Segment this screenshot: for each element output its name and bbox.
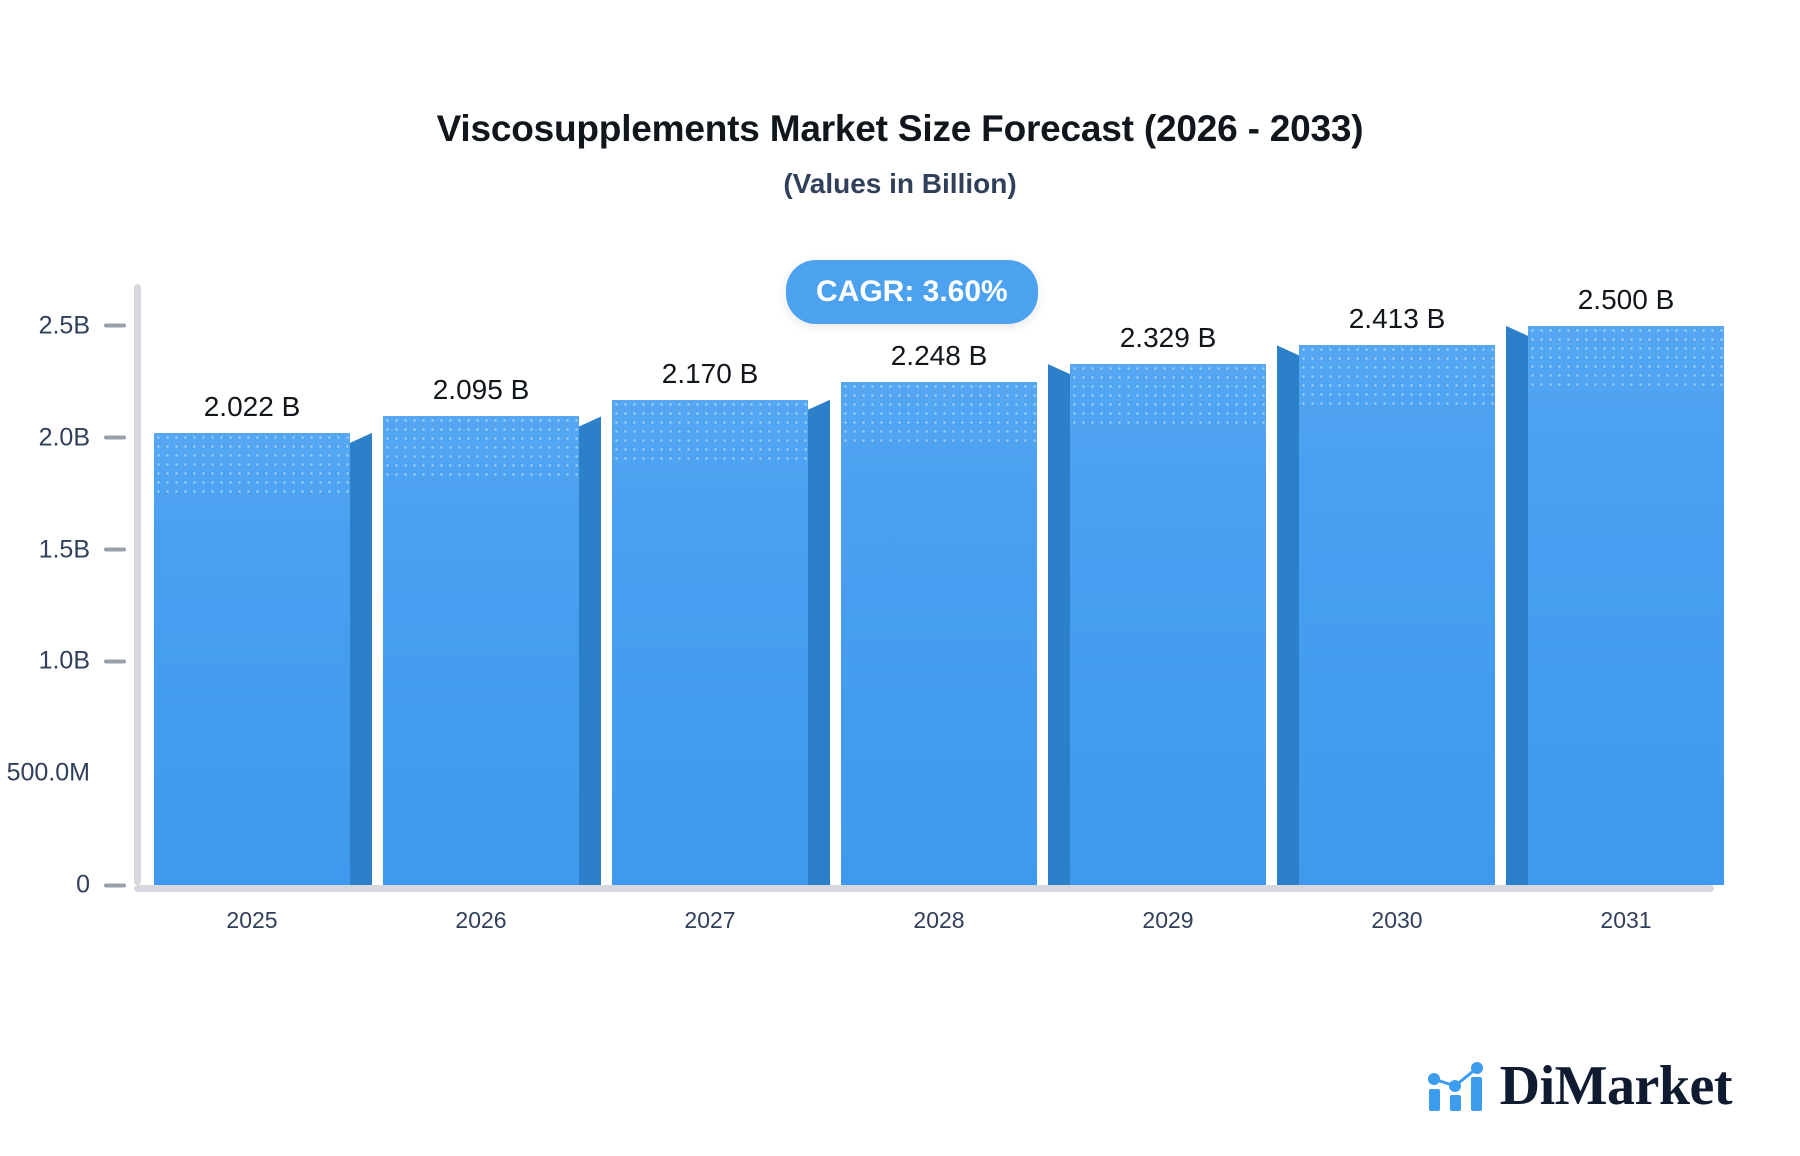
bar[interactable]: 2.022 B bbox=[154, 391, 372, 885]
bar-group: 2026 2.095 B bbox=[383, 374, 601, 933]
bar-group: 2030 2.413 B bbox=[1277, 303, 1495, 933]
x-axis-line bbox=[134, 885, 1714, 892]
bar-front-face bbox=[1528, 325, 1724, 885]
y-axis-tick-label: 1.0B bbox=[38, 646, 90, 675]
x-axis-tick-label: 2029 bbox=[1142, 907, 1194, 933]
x-axis-tick-label: 2027 bbox=[684, 907, 736, 933]
y-axis-tick: 1.0B bbox=[39, 647, 126, 676]
bar-value-label: 2.500 B bbox=[1577, 283, 1675, 315]
chart-subtitle: (Values in Billion) bbox=[783, 168, 1017, 199]
bar-front-face bbox=[154, 432, 350, 885]
bar-value-label: 2.022 B bbox=[203, 390, 301, 422]
bar-group: 2031 2.500 B bbox=[1506, 284, 1724, 933]
y-axis-tick-label: 0 bbox=[76, 870, 90, 899]
y-axis-tick-label: 1.5B bbox=[38, 535, 90, 564]
y-axis-tick-mark bbox=[104, 323, 126, 328]
x-axis-tick-label: 2025 bbox=[226, 907, 278, 933]
bar[interactable]: 2.329 B bbox=[1048, 322, 1266, 885]
y-axis-tick: 2.0B bbox=[39, 423, 126, 452]
bar-series: 2025 2.022 B 2026 2.095 B 2027 2.170 B 2028 2.2… bbox=[148, 270, 1724, 933]
bar-side-face bbox=[808, 399, 830, 885]
bar-value-label: 2.170 B bbox=[661, 357, 759, 389]
y-axis-tick-mark bbox=[104, 547, 126, 552]
plot-area: 2.5B 2.0B 1.5B 1.0B 500.0M 0 2025 2.022 B 2026 2… bbox=[7, 270, 1724, 933]
x-axis-tick-label: 2030 bbox=[1371, 907, 1423, 933]
cagr-badge: CAGR: 3.60% bbox=[786, 260, 1038, 324]
bar[interactable]: 2.413 B bbox=[1277, 303, 1495, 885]
y-axis-tick-label: 2.0B bbox=[38, 423, 90, 452]
bar[interactable]: 2.500 B bbox=[1506, 284, 1724, 885]
bar-group: 2028 2.248 B bbox=[841, 340, 1037, 933]
bar-side-face bbox=[1506, 325, 1528, 885]
brand-logo: DiMarket bbox=[1426, 1055, 1733, 1117]
bar-group: 2027 2.170 B bbox=[612, 358, 830, 933]
y-axis-tick: 0 bbox=[76, 871, 126, 900]
y-axis-tick-mark bbox=[104, 659, 126, 664]
bar-front-face bbox=[1070, 364, 1266, 885]
y-axis-tick: 2.5B bbox=[39, 311, 126, 340]
y-axis-tick: 500.0M bbox=[7, 759, 126, 788]
bar[interactable]: 2.095 B bbox=[383, 374, 601, 885]
x-axis-tick-label: 2028 bbox=[913, 907, 965, 933]
x-axis-tick-label: 2026 bbox=[455, 907, 507, 933]
y-axis-tick-mark bbox=[104, 883, 126, 887]
bar-front-face bbox=[612, 399, 808, 885]
bar-value-label: 2.095 B bbox=[432, 374, 530, 406]
y-axis-tick-label: 500.0M bbox=[6, 758, 90, 787]
bar-front-face bbox=[841, 382, 1037, 885]
bar-value-label: 2.413 B bbox=[1348, 303, 1446, 335]
bar-side-face bbox=[1048, 364, 1070, 885]
bar-group: 2029 2.329 B bbox=[1048, 322, 1266, 933]
x-axis-tick-label: 2031 bbox=[1600, 907, 1652, 933]
bar-side-face bbox=[1277, 345, 1299, 885]
y-axis-tick-mark bbox=[104, 435, 126, 440]
brand-name: DiMarket bbox=[1499, 1055, 1733, 1117]
bar-value-label: 2.248 B bbox=[890, 340, 988, 372]
y-axis-tick: 1.5B bbox=[39, 535, 126, 564]
bar[interactable]: 2.170 B bbox=[612, 358, 830, 885]
bar-chart-logo-icon bbox=[1427, 1062, 1483, 1111]
y-axis-tick-label: 2.5B bbox=[38, 311, 90, 340]
bar-front-face bbox=[383, 416, 579, 885]
bar-side-face bbox=[350, 432, 372, 885]
bar-value-label: 2.329 B bbox=[1119, 322, 1217, 354]
y-axis-line bbox=[134, 284, 141, 885]
bar-group: 2025 2.022 B bbox=[154, 391, 372, 933]
bar-side-face bbox=[579, 416, 601, 885]
bar-front-face bbox=[1299, 345, 1495, 885]
chart-title: Viscosupplements Market Size Forecast (2… bbox=[436, 108, 1364, 149]
bar[interactable]: 2.248 B bbox=[841, 340, 1037, 885]
